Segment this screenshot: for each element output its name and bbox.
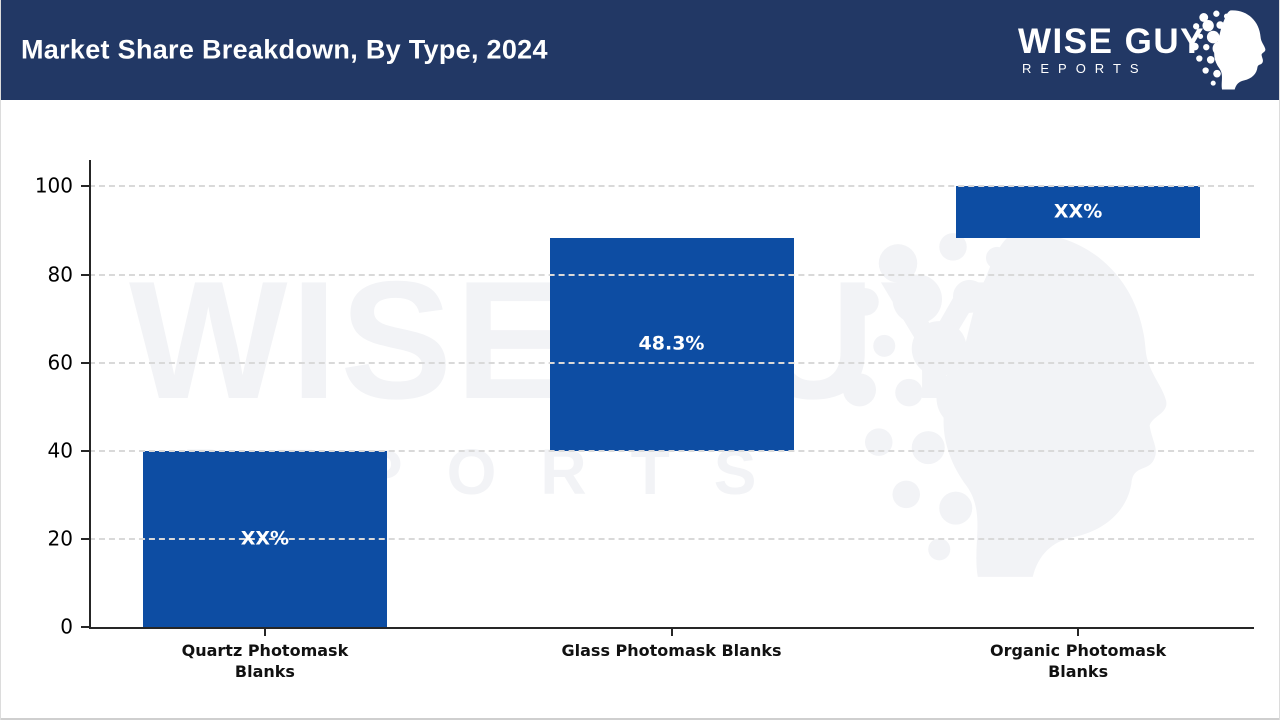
y-tick-mark (81, 537, 89, 540)
y-tick-label: 60 (47, 350, 73, 375)
bar-value-label: XX% (240, 527, 290, 550)
x-axis-line (89, 627, 1254, 629)
bar-value-label: 48.3% (638, 332, 705, 355)
y-axis-line (89, 160, 91, 629)
y-tick-mark (81, 626, 89, 628)
x-tick-label: Organic Photomask Blanks (990, 641, 1167, 681)
y-tick-label: 20 (47, 526, 73, 551)
logo-wordmark: WISE GUY (1017, 21, 1205, 61)
x-tick-label: Glass Photomask Blanks (561, 641, 782, 660)
bottom-border-line (1, 718, 1279, 720)
bar-segment (956, 186, 1201, 238)
header-bar: Market Share Breakdown, By Type, 2024 WI… (1, 0, 1279, 100)
y-tick-mark (81, 449, 89, 452)
x-tick-label: Quartz Photomask Blanks (181, 641, 349, 681)
x-tick-mark (1077, 629, 1080, 636)
bar-value-label: XX% (1053, 200, 1103, 223)
y-tick-mark (81, 185, 89, 188)
x-tick-mark (263, 629, 266, 636)
gridline (89, 537, 1254, 540)
gridline (89, 185, 1254, 188)
bar-segment (549, 237, 794, 451)
y-tick-mark (81, 361, 89, 364)
x-tick-mark (670, 629, 673, 636)
gridline (89, 361, 1254, 364)
y-tick-label: 80 (47, 262, 73, 287)
gridline (89, 273, 1254, 276)
wise-guy-reports-logo: WISE GUY REPORTS (1018, 8, 1267, 92)
gridline (89, 449, 1254, 452)
watermark-face-icon (843, 232, 1167, 577)
y-tick-label: 100 (34, 173, 73, 198)
y-tick-label: 40 (47, 438, 73, 463)
logo-reports-text: REPORTS (1021, 61, 1148, 77)
logo-face-icon (1191, 10, 1266, 90)
page-title: Market Share Breakdown, By Type, 2024 (21, 34, 548, 65)
y-tick-label: 0 (60, 614, 73, 639)
y-tick-mark (81, 273, 89, 276)
